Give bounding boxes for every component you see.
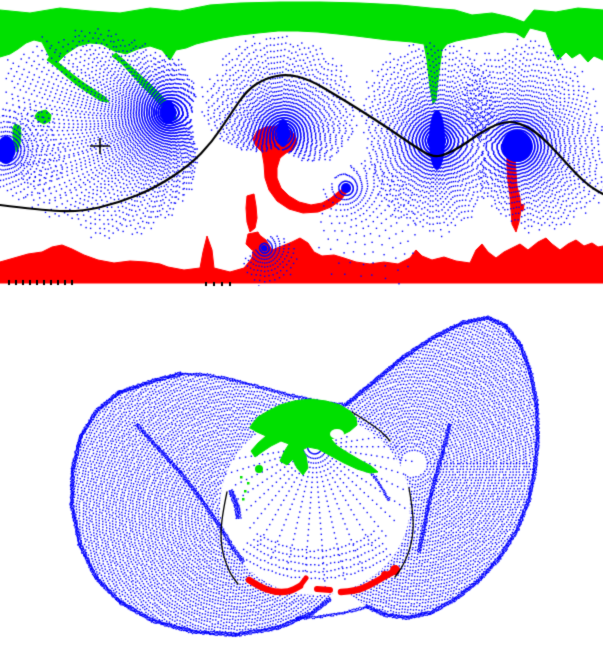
synoptic-map-canvas (0, 0, 603, 288)
projection-3d-canvas (0, 288, 603, 645)
